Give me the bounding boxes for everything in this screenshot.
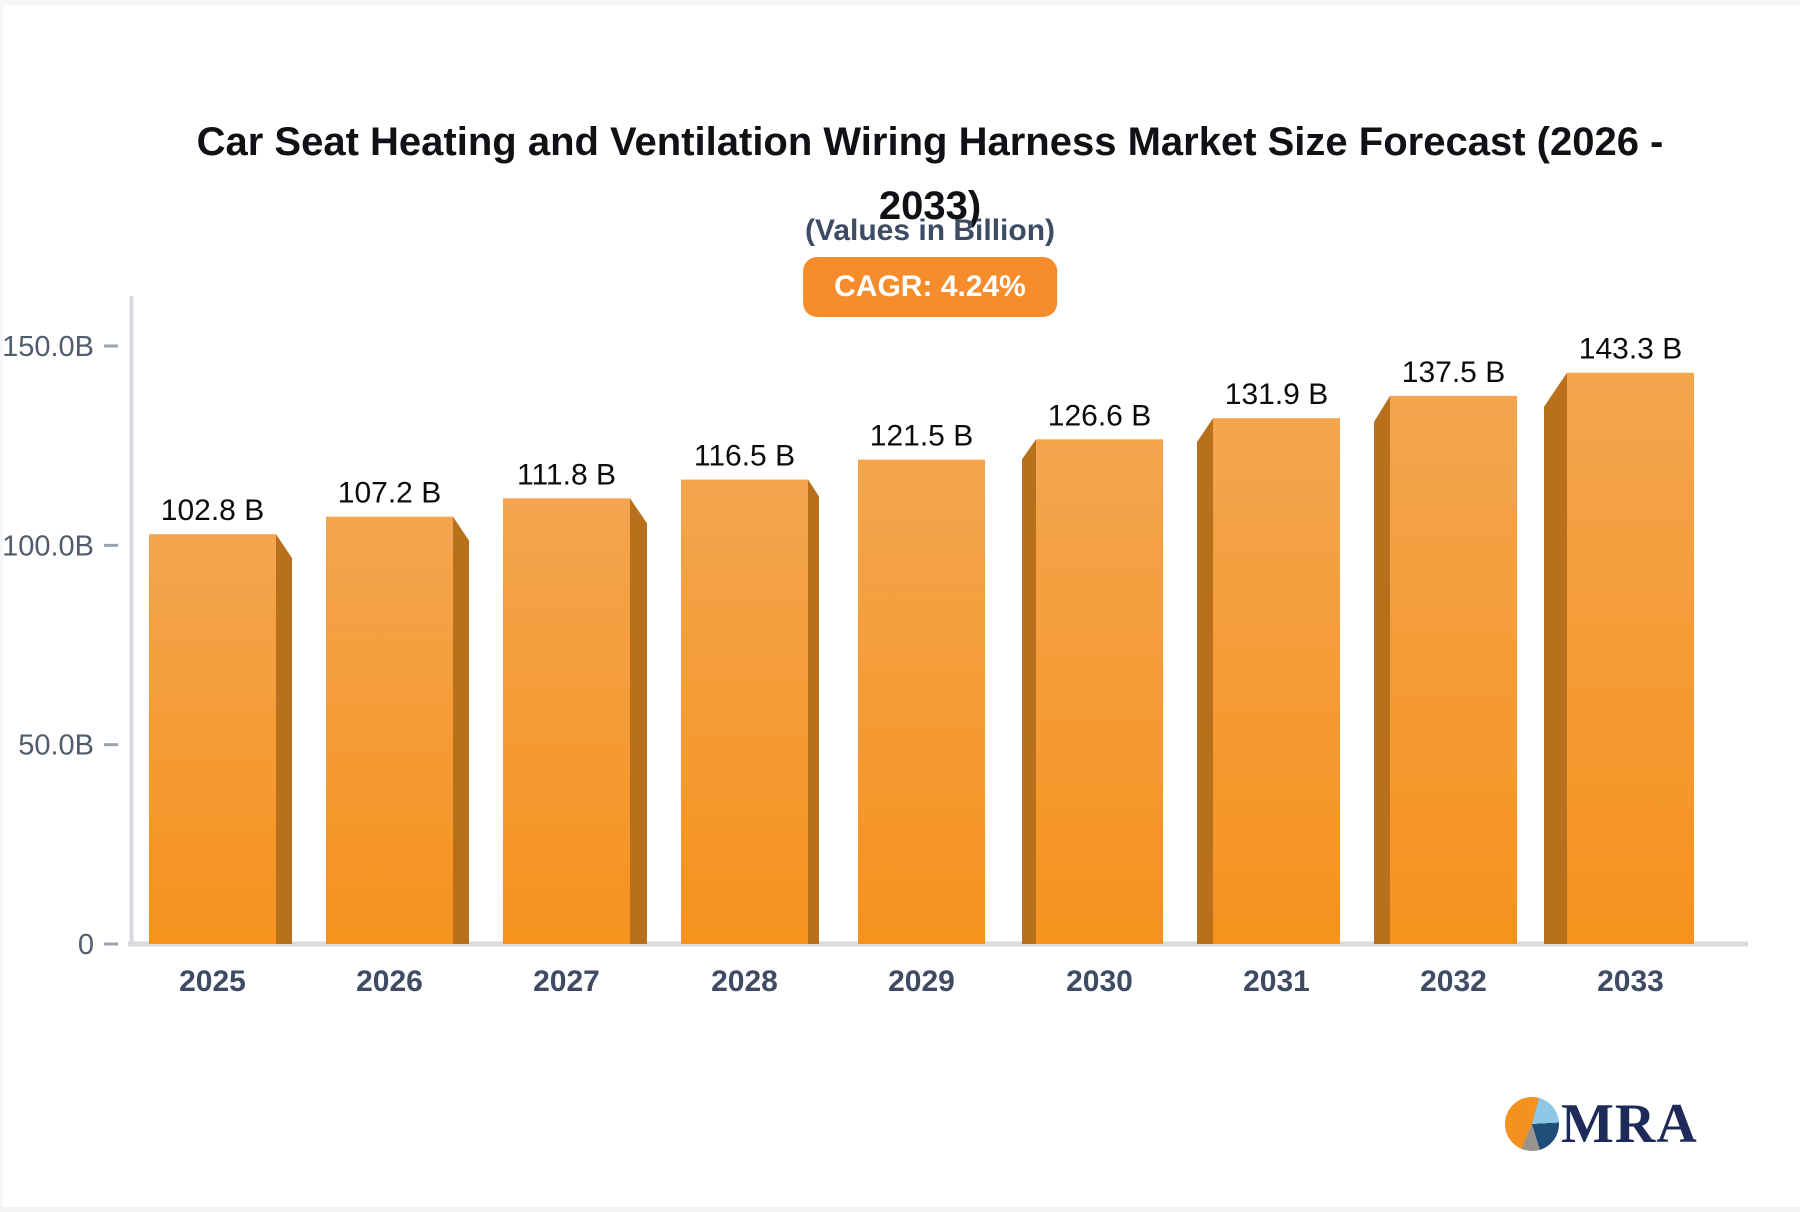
x-axis-label: 2031 xyxy=(1243,965,1310,998)
chart-title: Car Seat Heating and Ventilation Wiring … xyxy=(60,110,1800,238)
page-left-border xyxy=(0,0,3,1212)
bar-value-label: 137.5 B xyxy=(1402,356,1505,389)
bar-front-face xyxy=(1567,372,1694,944)
x-axis-label: 2027 xyxy=(533,965,600,998)
bar-value-label: 116.5 B xyxy=(694,440,795,473)
bar-value-label: 107.2 B xyxy=(338,477,441,510)
chart-subtitle: (Values in Billion) xyxy=(804,214,1056,247)
bar-2030[interactable] xyxy=(1022,439,1163,944)
x-axis-label: 2025 xyxy=(179,965,246,998)
cagr-badge: CAGR: 4.24% xyxy=(803,257,1057,317)
bar-side-face xyxy=(1374,395,1390,944)
y-tick-label: 150.0B xyxy=(2,331,94,363)
bar-front-face xyxy=(149,534,276,944)
bar-2027[interactable] xyxy=(503,498,647,944)
pie-chart-icon xyxy=(1505,1097,1559,1151)
x-axis-label: 2026 xyxy=(356,965,423,998)
bars-layer xyxy=(149,372,1694,944)
x-axis-label: 2028 xyxy=(711,965,778,998)
page-bottom-border xyxy=(0,1207,1800,1212)
brand-logo-text: MRA xyxy=(1561,1093,1698,1155)
bar-value-label: 121.5 B xyxy=(870,420,973,453)
bar-front-face xyxy=(681,479,808,944)
bar-front-face xyxy=(858,459,985,944)
bar-value-label: 143.3 B xyxy=(1579,333,1682,366)
bar-side-face xyxy=(808,479,819,944)
bar-value-label: 111.8 B xyxy=(517,458,616,491)
bar-side-face xyxy=(1544,372,1567,944)
bar-value-label: 131.9 B xyxy=(1225,378,1328,411)
bar-front-face xyxy=(503,498,630,944)
bar-value-label: 102.8 B xyxy=(161,494,264,527)
brand-logo: MRA xyxy=(1505,1093,1698,1155)
page-top-border xyxy=(0,0,1800,5)
bar-2032[interactable] xyxy=(1374,395,1517,944)
bar-value-label: 126.6 B xyxy=(1048,399,1151,432)
bar-2025[interactable] xyxy=(149,534,292,944)
y-tick-label: 100.0B xyxy=(2,530,94,562)
bar-2031[interactable] xyxy=(1197,418,1340,944)
bar-side-face xyxy=(1022,439,1036,944)
labels-layer: 102.8 B 2025 107.2 B 2026 111.8 B 2027 116.5 B… xyxy=(161,333,1682,998)
bar-front-face xyxy=(1213,418,1340,944)
x-axis-label: 2032 xyxy=(1420,965,1487,998)
bar-2029[interactable] xyxy=(858,459,985,944)
bar-side-face xyxy=(276,534,292,944)
x-axis-label: 2033 xyxy=(1597,965,1664,998)
bar-side-face xyxy=(453,516,469,944)
y-tick-label: 50.0B xyxy=(18,730,94,762)
x-axis-label: 2029 xyxy=(888,965,955,998)
bar-2026[interactable] xyxy=(326,516,469,944)
bar-side-face xyxy=(1197,418,1213,944)
bar-side-face xyxy=(630,498,647,944)
bar-front-face xyxy=(326,516,453,944)
bar-front-face xyxy=(1036,439,1163,944)
bar-2028[interactable] xyxy=(681,479,819,944)
bar-front-face xyxy=(1390,395,1517,944)
bar-2033[interactable] xyxy=(1544,372,1694,944)
y-tick-label: 0 xyxy=(78,929,94,961)
x-axis-label: 2030 xyxy=(1066,965,1133,998)
chart-title-text: Car Seat Heating and Ventilation Wiring … xyxy=(196,120,1664,228)
